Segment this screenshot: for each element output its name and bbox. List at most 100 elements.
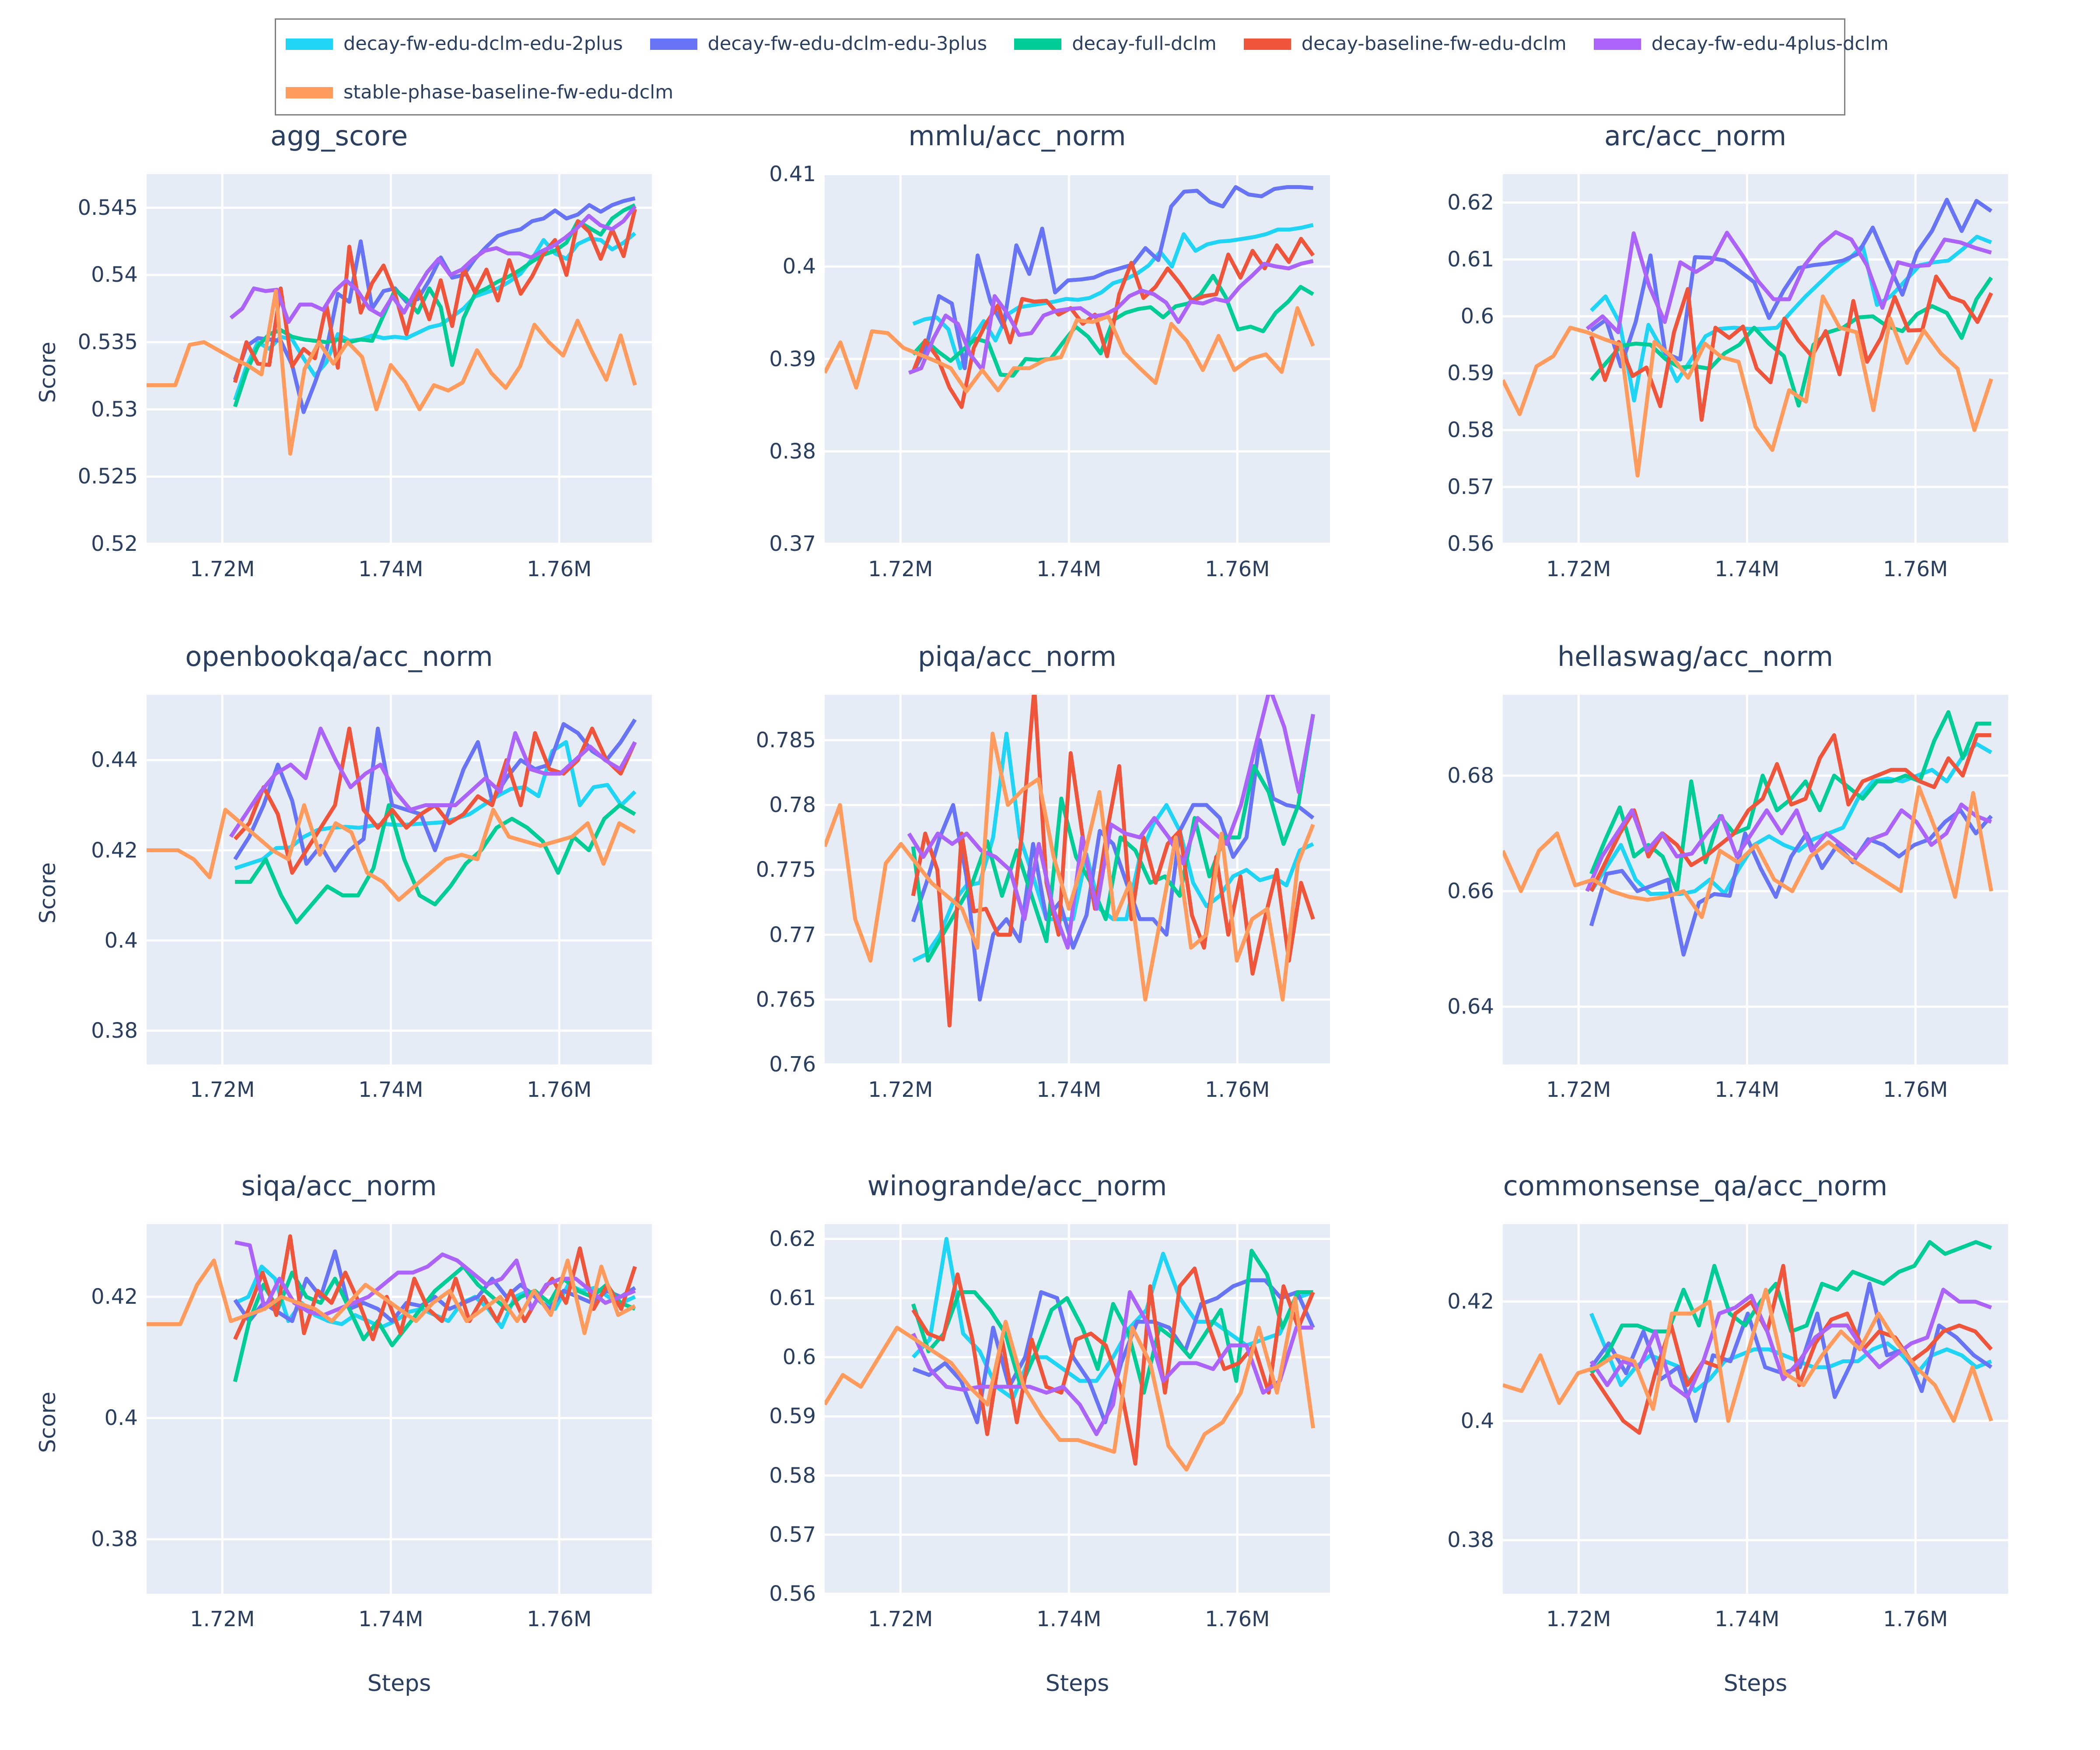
subplot-title: hellaswag/acc_norm: [1557, 640, 1834, 672]
y-axis-tick-label: 0.765: [756, 987, 816, 1012]
subplot-openbookqa-acc-norm: openbookqa/acc_norm 0.38 0.4 0.42 0.44 1.72M 1…: [0, 643, 678, 1164]
x-axis-tick-label: 1.74M: [358, 1607, 424, 1631]
series-line[interactable]: [233, 1264, 636, 1382]
series-line[interactable]: [234, 1240, 636, 1317]
y-axis-tick-label: 0.76: [769, 1052, 816, 1077]
y-axis-tick-label: 0.38: [91, 1018, 138, 1043]
series-line[interactable]: [825, 306, 1315, 393]
legend-item[interactable]: decay-fw-edu-dclm-edu-2plus: [286, 35, 623, 53]
series-line[interactable]: [233, 208, 637, 383]
x-axis-title: Steps: [1723, 1670, 1788, 1697]
series-line[interactable]: [908, 259, 1314, 375]
y-axis-tick-label: 0.38: [1447, 1528, 1494, 1553]
legend-item[interactable]: stable-phase-baseline-fw-edu-dclm: [286, 83, 673, 102]
y-axis-tick-label: 0.62: [1447, 190, 1494, 215]
series-line[interactable]: [1589, 1264, 1993, 1435]
x-axis-tick-label: 1.74M: [1036, 1607, 1102, 1631]
series-line[interactable]: [1589, 274, 1993, 422]
x-axis-title: Steps: [1045, 1670, 1110, 1697]
x-axis-tick-label: 1.76M: [1883, 557, 1948, 581]
legend-color-swatch: [1243, 38, 1291, 50]
y-axis-tick-label: 0.525: [77, 464, 138, 489]
subplot-commonsense-qa-acc-norm: commonsense_qa/acc_norm 0.38 0.4 0.42 1.72M 1…: [1356, 1172, 2034, 1750]
series-layer: [825, 688, 1315, 1028]
series-line[interactable]: [229, 205, 637, 324]
series-line[interactable]: [1503, 785, 1993, 919]
subplot-title: commonsense_qa/acc_norm: [1503, 1170, 1888, 1202]
series-line[interactable]: [911, 1237, 1314, 1401]
series-line[interactable]: [907, 688, 1315, 950]
y-axis-tick-label: 0.59: [1447, 361, 1494, 385]
legend-item[interactable]: decay-full-dclm: [1014, 35, 1217, 53]
y-axis-tick-label: 0.53: [91, 397, 138, 422]
legend-color-swatch: [650, 38, 697, 50]
y-axis-tick-label: 0.41: [769, 162, 816, 186]
subplot-title: arc/acc_norm: [1604, 120, 1787, 152]
legend-item-label: decay-fw-edu-4plus-dclm: [1651, 33, 1889, 55]
x-axis-tick-label: 1.72M: [1546, 1078, 1611, 1102]
series-line[interactable]: [147, 803, 636, 902]
y-axis-tick-label: 0.61: [1447, 247, 1494, 272]
legend-item-label: decay-fw-edu-dclm-edu-3plus: [707, 33, 987, 55]
legend: decay-fw-edu-dclm-edu-2plus decay-fw-edu-…: [275, 18, 1889, 117]
series-line[interactable]: [911, 688, 1315, 1028]
series-line[interactable]: [911, 185, 1313, 373]
y-axis-tick-label: 0.52: [91, 532, 138, 556]
series-layer: [147, 1234, 637, 1382]
y-axis-tick-label: 0.66: [1447, 878, 1494, 903]
series-line[interactable]: [1589, 733, 1992, 892]
y-axis-tick-label: 0.58: [1447, 418, 1494, 442]
subplot-title: winogrande/acc_norm: [867, 1170, 1167, 1202]
series-line[interactable]: [825, 732, 1315, 1002]
legend-color-swatch: [1014, 38, 1062, 50]
series-layer: [1503, 1240, 1993, 1435]
series-line[interactable]: [147, 1258, 636, 1335]
legend-item[interactable]: decay-fw-edu-4plus-dclm: [1593, 33, 1889, 55]
subplot-hellaswag-acc-norm: hellaswag/acc_norm 0.64 0.66 0.68 1.72M 1.74M…: [1356, 643, 2034, 1164]
series-line[interactable]: [1503, 294, 1993, 478]
y-axis-tick-label: 0.77: [769, 922, 816, 947]
series-line[interactable]: [825, 1296, 1315, 1472]
y-axis-tick-label: 0.4: [782, 254, 816, 279]
x-axis-tick-label: 1.72M: [868, 1078, 933, 1102]
x-axis-tick-label: 1.76M: [527, 1607, 592, 1631]
y-axis-tick-label: 0.61: [769, 1286, 816, 1310]
series-line[interactable]: [911, 738, 1315, 1002]
x-axis-tick-label: 1.74M: [1036, 557, 1102, 581]
plot-area: [1503, 1224, 2008, 1594]
series-line[interactable]: [1503, 1288, 1993, 1423]
series-line[interactable]: [1585, 802, 1992, 892]
y-axis-title: Score: [35, 1391, 60, 1453]
series-line[interactable]: [1589, 1312, 1992, 1393]
series-line[interactable]: [233, 196, 636, 414]
x-axis-tick-label: 1.72M: [868, 1607, 933, 1631]
series-layer: [825, 1237, 1315, 1472]
series-line[interactable]: [229, 726, 637, 838]
x-axis-tick-label: 1.72M: [190, 1607, 255, 1631]
subplot-title: siqa/acc_norm: [241, 1170, 437, 1202]
series-line[interactable]: [233, 718, 637, 873]
y-axis-tick-label: 0.6: [1460, 304, 1494, 329]
legend-item[interactable]: decay-fw-edu-dclm-edu-3plus: [650, 35, 987, 53]
y-axis-title: Score: [35, 341, 60, 403]
y-axis-tick-label: 0.42: [1447, 1289, 1494, 1314]
series-layer: [1503, 710, 1993, 957]
y-axis-tick-label: 0.56: [1447, 532, 1494, 556]
series-line[interactable]: [911, 1290, 1313, 1436]
series-line[interactable]: [233, 1234, 637, 1341]
series-line[interactable]: [235, 803, 636, 924]
series-line[interactable]: [147, 289, 637, 456]
series-line[interactable]: [1589, 276, 1993, 408]
y-axis-tick-label: 0.545: [77, 195, 138, 220]
series-line[interactable]: [1589, 1288, 1992, 1399]
y-axis-tick-label: 0.39: [769, 346, 816, 371]
subplot-winogrande-acc-norm: winogrande/acc_norm 0.56 0.57 0.58 0.59 0.6 0.…: [678, 1172, 1356, 1750]
legend-row-2: stable-phase-baseline-fw-edu-dclm: [276, 68, 1844, 117]
series-line[interactable]: [1586, 230, 1992, 334]
series-line[interactable]: [1589, 808, 1993, 957]
series-line[interactable]: [912, 223, 1314, 371]
series-line[interactable]: [911, 714, 1315, 963]
series-line[interactable]: [911, 1249, 1313, 1395]
legend-item[interactable]: decay-baseline-fw-edu-dclm: [1243, 35, 1567, 53]
subplot-title: mmlu/acc_norm: [908, 120, 1126, 152]
